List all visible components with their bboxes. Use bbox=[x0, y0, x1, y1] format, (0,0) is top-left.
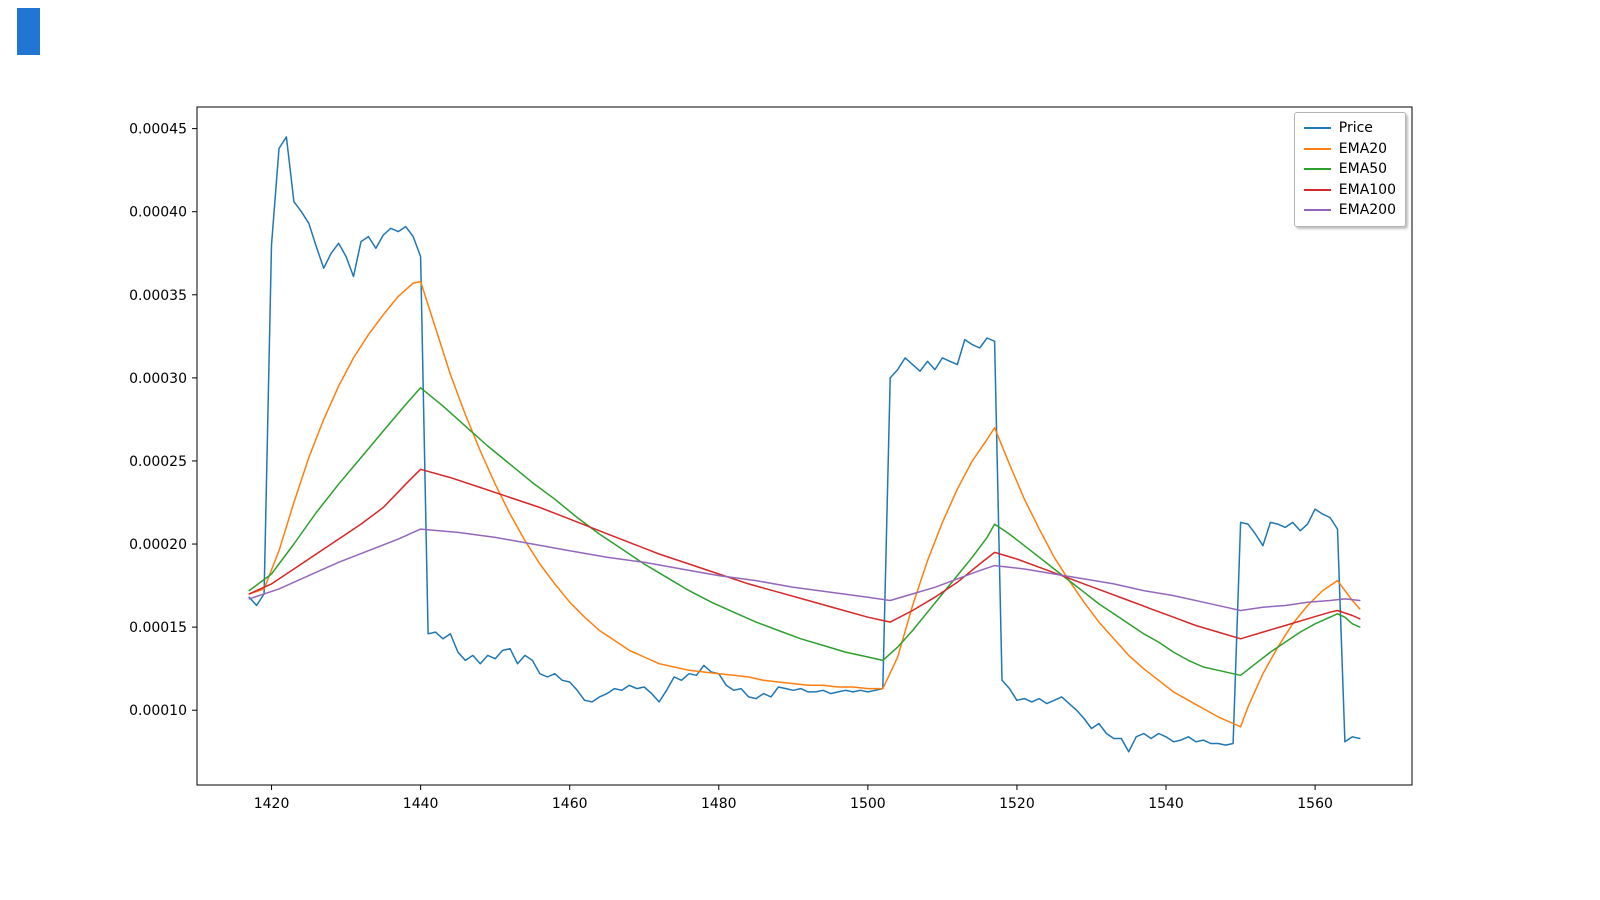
x-tick-label: 1520 bbox=[999, 796, 1035, 812]
corner-artifact bbox=[17, 8, 40, 55]
legend-item-price: Price bbox=[1303, 118, 1396, 139]
series-line-ema200 bbox=[248, 528, 1361, 612]
legend-label-ema20: EMA20 bbox=[1338, 140, 1388, 157]
legend-item-ema20: EMA20 bbox=[1303, 139, 1396, 160]
x-tick-label: 1540 bbox=[1148, 796, 1184, 812]
y-tick-label: 0.00045 bbox=[129, 122, 187, 138]
legend-label-price: Price bbox=[1338, 120, 1373, 137]
x-tick-label: 1440 bbox=[403, 796, 439, 812]
legend-swatch-ema200 bbox=[1303, 209, 1331, 212]
y-tick-label: 0.00020 bbox=[129, 537, 187, 553]
legend-swatch-ema20 bbox=[1303, 147, 1331, 150]
series-line-ema50 bbox=[248, 387, 1361, 677]
legend-label-ema50: EMA50 bbox=[1338, 161, 1388, 178]
legend-item-ema100: EMA100 bbox=[1303, 180, 1396, 201]
x-tick-label: 1560 bbox=[1297, 796, 1333, 812]
y-tick-label: 0.00015 bbox=[129, 620, 187, 636]
legend-item-ema200: EMA200 bbox=[1303, 200, 1396, 221]
series-line-ema100 bbox=[248, 468, 1361, 640]
legend-swatch-price bbox=[1303, 127, 1331, 130]
legend-item-ema50: EMA50 bbox=[1303, 159, 1396, 180]
x-tick-label: 1500 bbox=[850, 796, 886, 812]
y-tick-label: 0.00025 bbox=[129, 454, 187, 470]
y-tick-label: 0.00040 bbox=[129, 205, 187, 221]
legend-label-ema200: EMA200 bbox=[1338, 202, 1396, 219]
x-tick-label: 1420 bbox=[254, 796, 290, 812]
legend-swatch-ema50 bbox=[1303, 168, 1331, 171]
y-tick-label: 0.00030 bbox=[129, 371, 187, 387]
legend-label-ema100: EMA100 bbox=[1338, 181, 1396, 198]
y-tick-label: 0.00035 bbox=[129, 288, 187, 304]
legend: Price EMA20 EMA50 EMA100 EMA200 bbox=[1293, 112, 1406, 227]
axes-frame bbox=[196, 106, 1413, 786]
y-tick-label: 0.00010 bbox=[129, 703, 187, 719]
x-tick-label: 1460 bbox=[552, 796, 588, 812]
legend-swatch-ema100 bbox=[1303, 188, 1331, 191]
x-tick-label: 1480 bbox=[701, 796, 737, 812]
series-line-price bbox=[248, 136, 1361, 753]
series-line-ema20 bbox=[248, 280, 1361, 728]
